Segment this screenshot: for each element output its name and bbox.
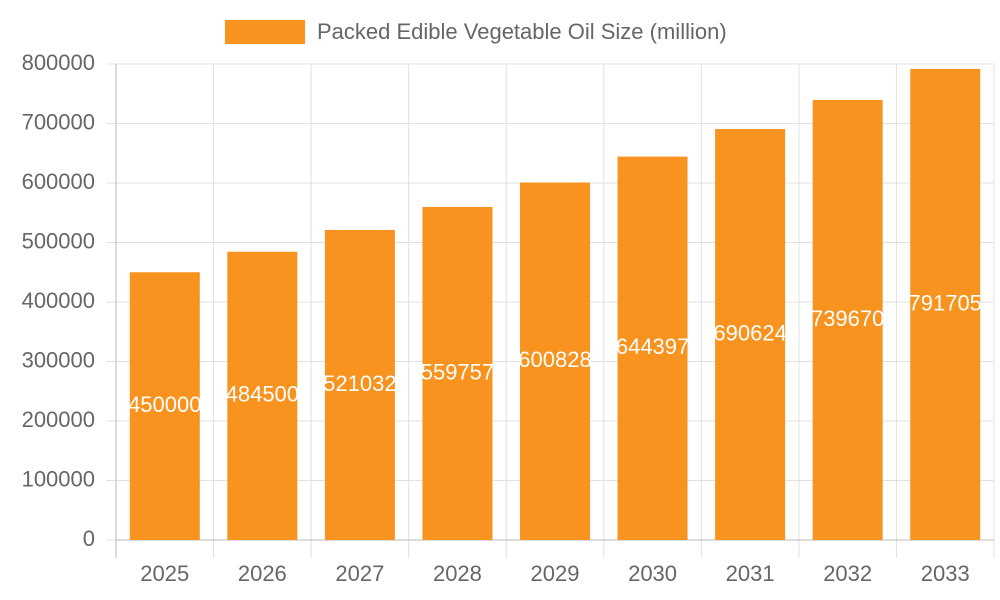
data-label: 791705 [909,290,982,315]
x-tick-label: 2029 [531,561,580,586]
data-label: 690624 [713,320,786,345]
y-tick-label: 100000 [22,466,95,491]
x-tick-label: 2033 [921,561,970,586]
bar [324,229,395,540]
x-tick-label: 2028 [433,561,482,586]
y-tick-label: 500000 [22,228,95,253]
y-tick-label: 800000 [22,50,95,75]
bar [129,272,200,540]
y-tick-label: 600000 [22,169,95,194]
data-label: 521032 [323,371,396,396]
x-tick-label: 2032 [823,561,872,586]
y-tick-label: 400000 [22,288,95,313]
data-label: 644397 [616,334,689,359]
bar [520,182,590,541]
bar [910,68,981,541]
bar [227,251,298,540]
bar [617,156,688,540]
data-label: 559757 [421,359,494,384]
data-label: 484500 [226,382,299,407]
bar [812,99,883,540]
y-tick-label: 700000 [22,109,95,134]
y-tick-label: 300000 [22,347,95,372]
x-tick-label: 2027 [335,561,384,586]
legend-swatch [225,20,305,44]
legend-label: Packed Edible Vegetable Oil Size (millio… [317,19,727,44]
y-tick-label: 0 [83,526,95,551]
bar [715,129,786,540]
x-tick-label: 2031 [726,561,775,586]
bar [422,206,493,540]
x-tick-label: 2025 [140,561,189,586]
x-tick-label: 2026 [238,561,287,586]
y-tick-label: 200000 [22,407,95,432]
data-label: 450000 [128,392,201,417]
x-tick-label: 2030 [628,561,677,586]
data-label: 739670 [811,306,884,331]
data-label: 600828 [518,347,591,372]
